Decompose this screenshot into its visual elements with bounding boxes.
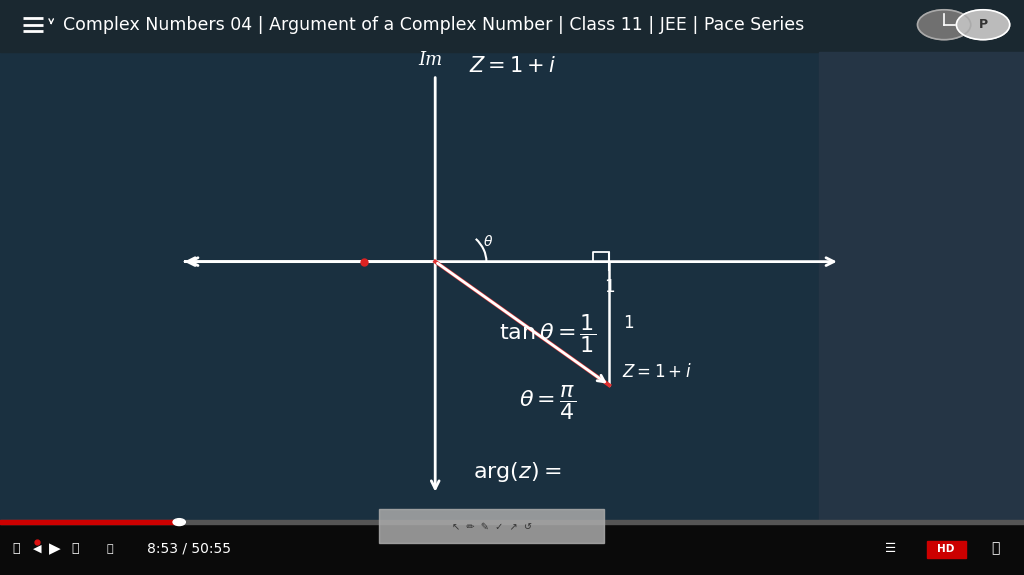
- Circle shape: [956, 10, 1010, 40]
- Text: 1: 1: [604, 278, 614, 297]
- Text: ⏮: ⏮: [12, 542, 20, 555]
- Text: ↖  ✏  ✎  ✓  ↗  ↺: ↖ ✏ ✎ ✓ ↗ ↺: [452, 522, 531, 532]
- Bar: [0, 523, 1024, 575]
- Bar: [0, 520, 1024, 524]
- Text: ◀: ◀: [33, 543, 41, 554]
- Text: P: P: [979, 18, 987, 31]
- Bar: [0, 0, 1024, 52]
- Text: 🔊: 🔊: [106, 543, 113, 554]
- Text: $\theta$: $\theta$: [483, 234, 494, 249]
- Text: $\arg(z) =$: $\arg(z) =$: [473, 459, 561, 484]
- Bar: [0, 520, 179, 524]
- Text: 1: 1: [624, 315, 634, 332]
- Text: ⛶: ⛶: [991, 542, 999, 555]
- Circle shape: [918, 10, 971, 40]
- Text: ☰: ☰: [886, 542, 896, 555]
- Text: $\tan\theta = \dfrac{1}{1}$: $\tan\theta = \dfrac{1}{1}$: [500, 312, 596, 355]
- Text: 8:53 / 50:55: 8:53 / 50:55: [147, 542, 231, 555]
- Bar: [927, 540, 966, 558]
- Bar: [379, 509, 604, 543]
- Text: Complex Numbers 04 | Argument of a Complex Number | Class 11 | JEE | Pace Series: Complex Numbers 04 | Argument of a Compl…: [63, 16, 805, 34]
- Text: HD: HD: [938, 543, 954, 554]
- Text: Im: Im: [418, 51, 442, 69]
- Text: ⏭: ⏭: [71, 542, 79, 555]
- Text: ▶: ▶: [49, 541, 61, 556]
- Bar: [819, 52, 1024, 523]
- Text: $Z = 1+i$: $Z = 1+i$: [469, 56, 555, 76]
- Text: $Z = 1+i$: $Z = 1+i$: [622, 363, 691, 381]
- Text: $\theta = \dfrac{\pi}{4}$: $\theta = \dfrac{\pi}{4}$: [519, 383, 577, 422]
- Circle shape: [173, 519, 185, 526]
